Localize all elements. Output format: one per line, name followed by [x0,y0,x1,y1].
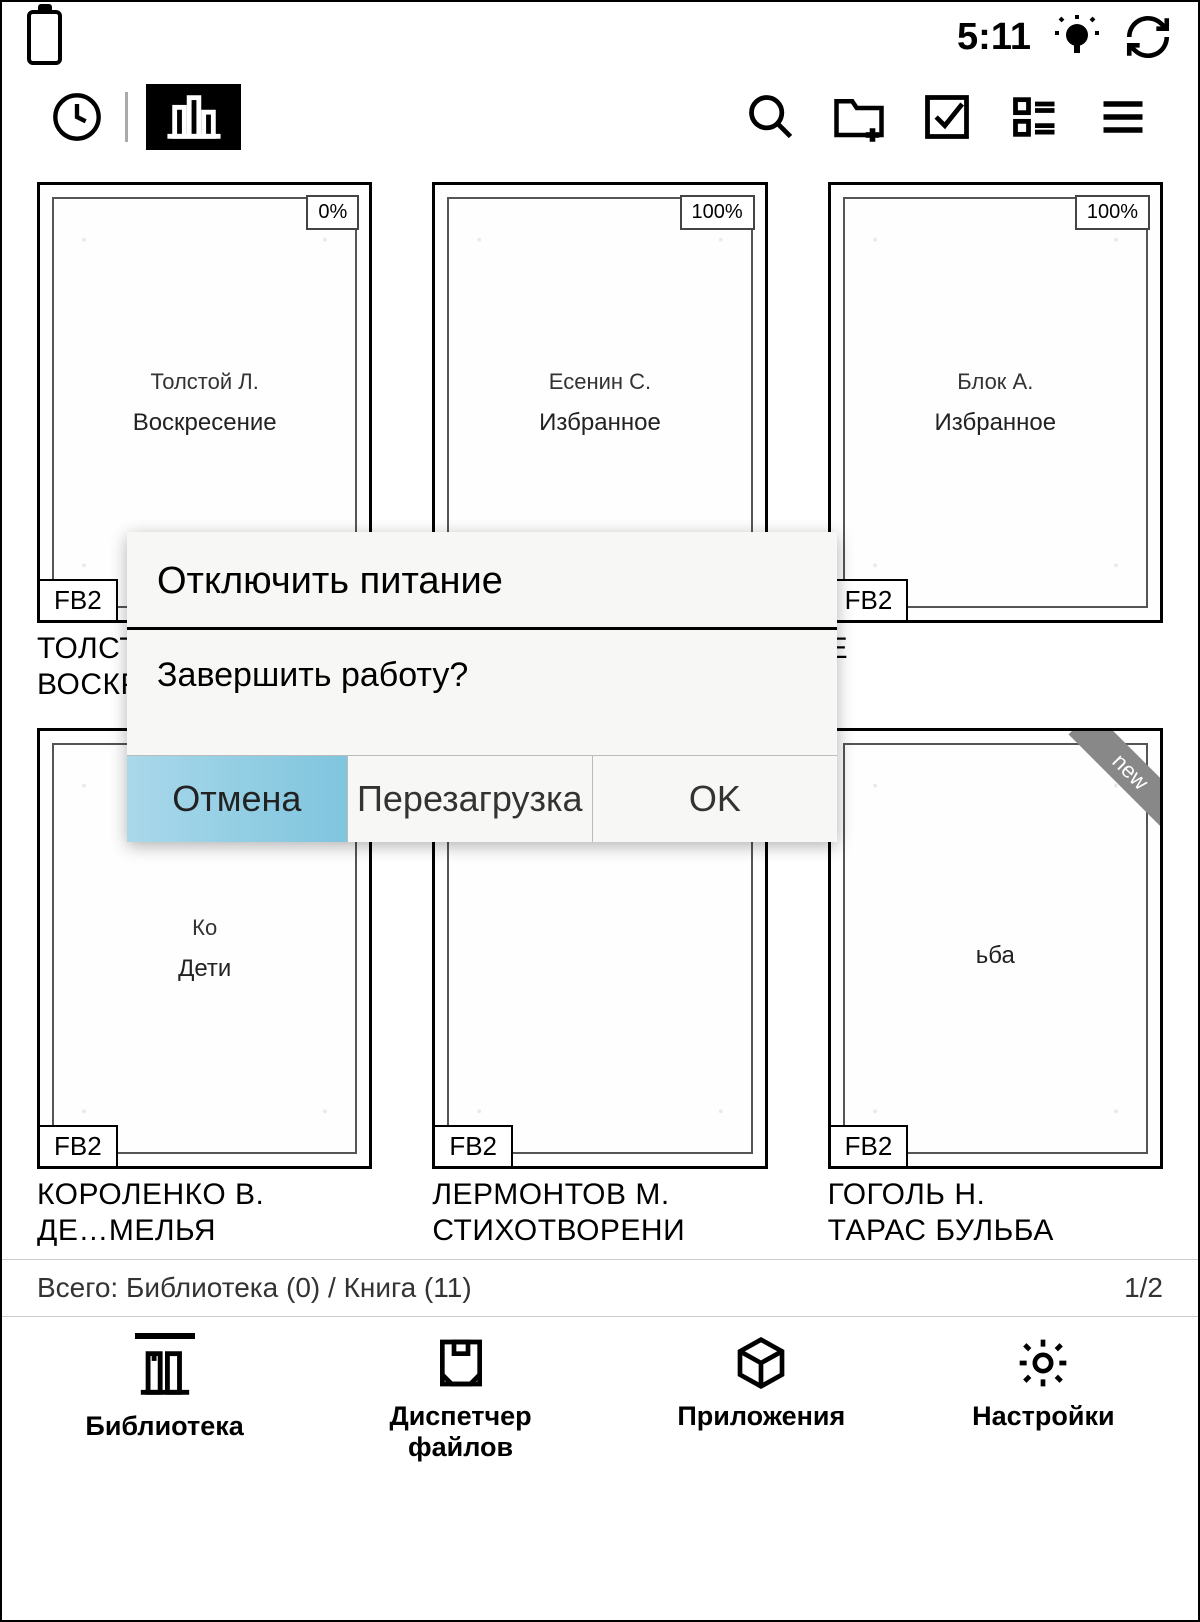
nav-files[interactable]: Диспетчер файлов [371,1333,551,1463]
format-badge: FB2 [831,579,909,620]
nav-files-label: Диспетчер файлов [371,1401,551,1463]
format-badge: FB2 [40,1125,118,1166]
progress-badge: 100% [680,195,755,230]
book-title: Воскресение [133,409,277,437]
book-label: ГОГОЛЬ Н.ТАРАС БУЛЬБА [828,1177,1163,1249]
view-mode-button[interactable] [1005,87,1065,147]
recent-tab[interactable] [47,87,107,147]
nav-library[interactable]: Библиотека [85,1333,243,1463]
format-badge: FB2 [831,1125,909,1166]
summary-text: Всего: Библиотека (0) / Книга (11) [37,1272,472,1304]
reboot-button[interactable]: Перезагрузка [348,756,593,842]
book-author: Блок А. [957,369,1033,395]
format-badge: FB2 [435,1125,513,1166]
nav-apps-label: Приложения [677,1401,845,1432]
progress-badge: 100% [1075,195,1150,230]
power-dialog: Отключить питание Завершить работу? Отме… [127,532,837,842]
dialog-message: Завершить работу? [127,630,837,755]
page-indicator: 1/2 [1124,1272,1163,1304]
brightness-icon[interactable] [1053,13,1101,61]
book-item[interactable]: ьбаnewFB2 ГОГОЛЬ Н.ТАРАС БУЛЬБА [828,728,1163,1249]
sync-icon[interactable] [1123,12,1173,62]
nav-apps[interactable]: Приложения [677,1333,845,1463]
book-title: ьба [976,942,1015,970]
new-folder-button[interactable] [829,87,889,147]
book-cover[interactable]: ьбаnewFB2 [828,728,1163,1169]
ok-button[interactable]: OK [593,756,837,842]
dialog-title: Отключить питание [127,532,837,627]
toolbar-divider [125,92,128,142]
book-item[interactable]: Блок А. Избранное 100% FB2 Е [828,182,1163,703]
book-author: Есенин С. [549,369,651,395]
book-author: Ко [192,915,217,941]
book-author: Толстой Л. [151,369,259,395]
battery-icon [27,10,62,65]
format-badge: FB2 [40,579,118,620]
book-cover-inner: Блок А. Избранное [843,197,1148,608]
nav-library-label: Библиотека [85,1411,243,1442]
book-label: Е [828,631,1163,667]
search-button[interactable] [741,87,801,147]
book-cover[interactable]: Блок А. Избранное 100% FB2 [828,182,1163,623]
book-cover-inner: ьба [843,743,1148,1154]
nav-settings-label: Настройки [972,1401,1114,1432]
book-title: Избранное [935,409,1057,437]
book-label: ЛЕРМОНТОВ М.СТИХОТВОРЕНИ [432,1177,767,1249]
library-tab[interactable] [146,84,241,150]
book-title: Избранное [539,409,661,437]
menu-button[interactable] [1093,87,1153,147]
progress-badge: 0% [306,195,359,230]
cancel-button[interactable]: Отмена [127,756,348,842]
clock: 5:11 [957,16,1031,59]
nav-settings[interactable]: Настройки [972,1333,1114,1463]
book-label: КОРОЛЕНКО В.ДЕ…МЕЛЬЯ [37,1177,372,1249]
book-title: Дети [178,955,231,983]
select-button[interactable] [917,87,977,147]
